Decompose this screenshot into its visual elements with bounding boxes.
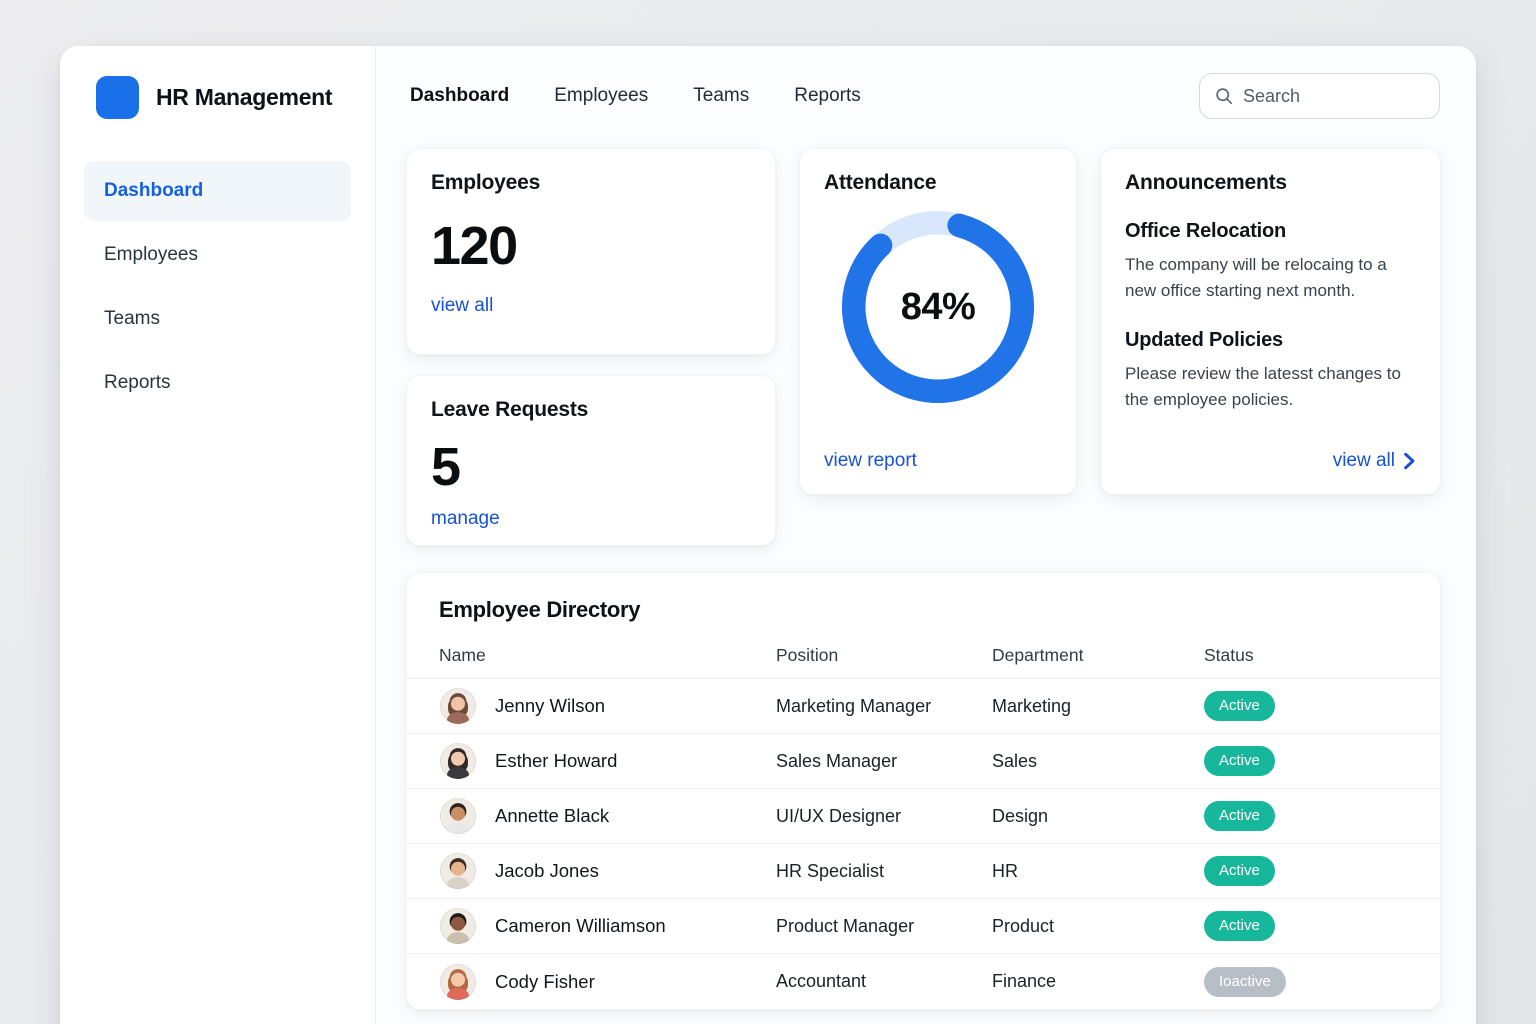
directory-header-row: Name Position Department Status — [407, 645, 1440, 679]
employee-position: Marketing Manager — [776, 695, 932, 716]
topbar: Dashboard Employees Teams Reports — [376, 46, 1476, 146]
avatar — [439, 687, 477, 725]
avatar — [439, 852, 477, 890]
employee-position: Product Manager — [776, 915, 915, 936]
search-icon — [1216, 88, 1233, 105]
employee-name-cell: Jenny Wilson — [439, 687, 776, 725]
sidebar-item-teams[interactable]: Teams — [104, 308, 160, 329]
employee-position: HR Specialist — [776, 860, 885, 881]
table-row: Jacob Jones HR Specialist HR Active — [407, 844, 1440, 899]
employee-position: Sales Manager — [776, 750, 898, 771]
employee-directory-card: Employee Directory Name Position Departm… — [406, 572, 1441, 1010]
top-nav: Dashboard Employees Teams Reports — [410, 85, 861, 107]
employee-name-cell: Annette Black — [439, 797, 776, 835]
app-window: HR Management Dashboard Employees Teams … — [60, 46, 1476, 1024]
sidebar-nav: Dashboard Employees Teams Reports — [84, 161, 351, 413]
view-all-announcements-link[interactable]: view all — [1125, 450, 1416, 472]
brand: HR Management — [84, 76, 351, 119]
employee-name: Cameron Williamson — [495, 915, 666, 936]
manage-leave-link[interactable]: manage — [431, 508, 500, 529]
view-all-employees-link[interactable]: view all — [431, 295, 494, 316]
attendance-percentage: 84% — [900, 285, 976, 328]
sidebar: HR Management Dashboard Employees Teams … — [60, 46, 376, 1024]
announcements-card-title: Announcements — [1125, 171, 1287, 194]
employee-department: Finance — [992, 971, 1057, 991]
announcement-body: Please review the latesst changes to the… — [1125, 364, 1401, 409]
employee-department: Sales — [992, 750, 1038, 771]
employee-directory-title: Employee Directory — [439, 597, 641, 622]
avatar — [439, 963, 477, 1001]
employee-position: Accountant — [776, 971, 867, 991]
employee-name: Annette Black — [495, 805, 610, 826]
view-report-link[interactable]: view report — [824, 450, 917, 471]
directory-rows: Jenny Wilson Marketing Manager Marketing… — [407, 679, 1440, 1009]
employees-card: Employees 120 view all — [406, 148, 776, 355]
sidebar-item-employees[interactable]: Employees — [104, 244, 198, 265]
employee-name: Jenny Wilson — [495, 695, 606, 716]
employee-name: Jacob Jones — [495, 860, 599, 881]
status-badge: Active — [1204, 746, 1275, 776]
main-area: Dashboard Employees Teams Reports Employ… — [376, 46, 1476, 1024]
employee-name-cell: Jacob Jones — [439, 852, 776, 890]
employee-position: UI/UX Designer — [776, 805, 902, 826]
attendance-card-title: Attendance — [824, 171, 937, 194]
avatar — [439, 907, 477, 945]
avatar — [439, 797, 477, 835]
announcement-heading: Office Relocation — [1125, 220, 1287, 242]
status-badge: Ioactive — [1204, 966, 1286, 997]
status-badge: Active — [1204, 856, 1275, 886]
employee-name: Cody Fisher — [495, 970, 595, 992]
employee-department: Design — [992, 805, 1049, 826]
announcement-heading: Updated Policies — [1125, 329, 1283, 351]
leave-requests-count: 5 — [431, 437, 461, 497]
employee-name-cell: Cody Fisher — [439, 963, 776, 1001]
attendance-donut-chart: 84% — [840, 209, 1036, 405]
announcement-body: The company will be relocaing to a new o… — [1125, 255, 1387, 300]
search-input[interactable] — [1243, 85, 1424, 107]
employees-card-title: Employees — [431, 171, 541, 194]
table-row: Jenny Wilson Marketing Manager Marketing… — [407, 679, 1440, 734]
column-header-department: Department — [992, 645, 1084, 665]
status-badge: Active — [1204, 911, 1275, 941]
tab-employees[interactable]: Employees — [554, 85, 649, 106]
column-header-name: Name — [439, 645, 486, 665]
employee-name: Esther Howard — [495, 750, 618, 771]
employee-department: Marketing — [992, 695, 1072, 716]
column-header-status: Status — [1204, 645, 1254, 665]
leave-requests-card: Leave Requests 5 manage — [406, 375, 776, 546]
employee-department: Product — [992, 915, 1055, 936]
employee-department: HR — [992, 860, 1018, 881]
column-header-position: Position — [776, 645, 839, 665]
sidebar-item-reports[interactable]: Reports — [104, 372, 171, 393]
tab-dashboard[interactable]: Dashboard — [410, 85, 510, 106]
brand-logo-icon — [96, 76, 139, 119]
brand-title: HR Management — [156, 84, 333, 110]
table-row: Cody Fisher Accountant Finance Ioactive — [407, 954, 1440, 1009]
table-row: Cameron Williamson Product Manager Produ… — [407, 899, 1440, 954]
chevron-right-icon — [1404, 452, 1415, 470]
search-box — [1199, 73, 1440, 119]
tab-reports[interactable]: Reports — [794, 85, 861, 106]
status-badge: Active — [1204, 801, 1275, 831]
employees-count: 120 — [431, 216, 518, 276]
announcements-card: Announcements Office Relocation The comp… — [1100, 148, 1441, 495]
leave-requests-card-title: Leave Requests — [431, 398, 589, 421]
status-badge: Active — [1204, 691, 1275, 721]
sidebar-item-dashboard[interactable]: Dashboard — [84, 161, 351, 221]
table-row: Esther Howard Sales Manager Sales Active — [407, 734, 1440, 789]
table-row: Annette Black UI/UX Designer Design Acti… — [407, 789, 1440, 844]
tab-teams[interactable]: Teams — [693, 85, 750, 106]
employee-name-cell: Esther Howard — [439, 742, 776, 780]
attendance-card: Attendance 84% view report — [799, 148, 1077, 495]
avatar — [439, 742, 477, 780]
employee-name-cell: Cameron Williamson — [439, 907, 776, 945]
dashboard-content: Employees 120 view all Leave Requests 5 … — [376, 146, 1476, 1010]
